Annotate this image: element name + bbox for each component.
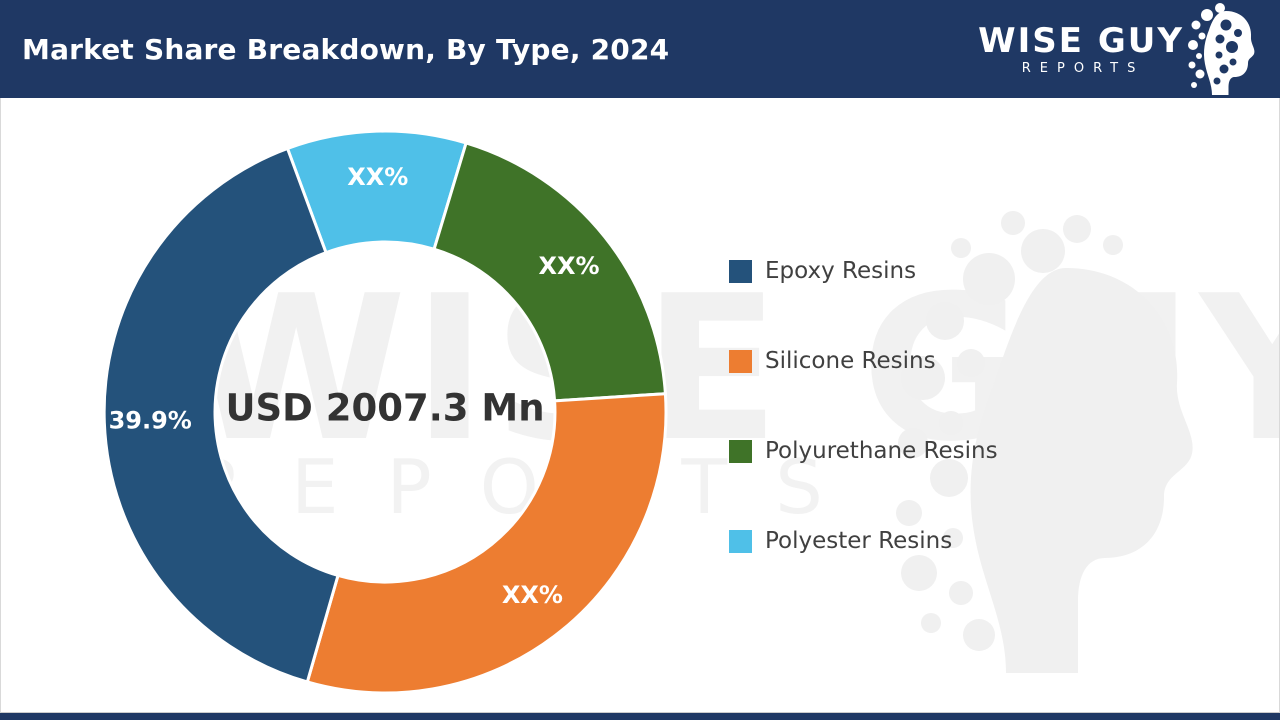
- watermark-subtitle: REPORTS: [191, 443, 871, 531]
- legend-item: Polyurethane Resins: [729, 437, 998, 465]
- segment-value-label: XX%: [502, 581, 563, 609]
- donut-segment-polyurethane-resins: [432, 141, 667, 403]
- page-title: Market Share Breakdown, By Type, 2024: [22, 32, 670, 66]
- legend-item: Epoxy Resins: [729, 257, 998, 285]
- legend-swatch: [729, 259, 752, 283]
- segment-value-label: XX%: [347, 163, 408, 191]
- logo-subtitle: REPORTS: [1021, 60, 1145, 76]
- legend-swatch: [729, 349, 752, 373]
- donut-segment-epoxy-resins: [102, 146, 340, 684]
- legend-label: Polyurethane Resins: [765, 437, 998, 464]
- legend-item: Polyester Resins: [729, 527, 998, 555]
- watermark-face: [896, 211, 1193, 673]
- chart-legend: Epoxy Resins Silicone Resins Polyurethan…: [729, 257, 998, 555]
- logo-text: WISE GUY REPORTS: [978, 24, 1184, 75]
- legend-label: Polyester Resins: [765, 527, 953, 554]
- legend-swatch: [729, 529, 752, 553]
- bottom-bar: [0, 713, 1280, 720]
- donut-chart: XX% XX% XX% 39.9%: [102, 129, 668, 695]
- logo-wordmark: WISE GUY: [978, 20, 1184, 61]
- chart-center-value: USD 2007.3 Mn: [225, 386, 545, 430]
- chart-area: WISE GUY REPORTS XX% XX% XX% 39.9% USD 2007…: [0, 98, 1280, 713]
- legend-item: Silicone Resins: [729, 347, 998, 375]
- legend-label: Epoxy Resins: [765, 257, 917, 284]
- face-logo-icon: [1188, 3, 1255, 95]
- legend-label: Silicone Resins: [765, 347, 936, 374]
- donut-segment-silicone-resins: [305, 392, 668, 695]
- wiseguy-logo: WISE GUY REPORTS: [978, 3, 1258, 95]
- header-bar: Market Share Breakdown, By Type, 2024 WI…: [0, 0, 1280, 98]
- segment-value-label: 39.9%: [109, 407, 192, 435]
- legend-swatch: [729, 439, 752, 463]
- segment-value-label: XX%: [538, 252, 599, 280]
